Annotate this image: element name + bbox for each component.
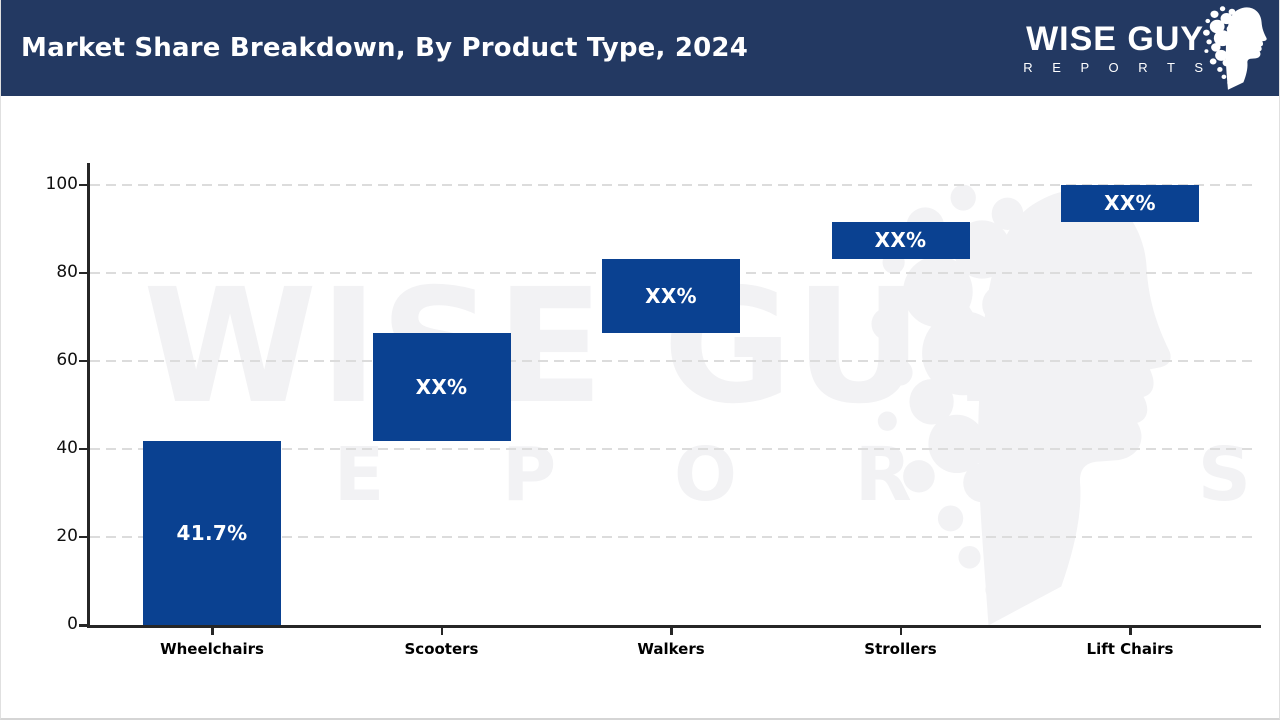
y-tick-label: 40 — [56, 437, 78, 458]
y-tick-label: 100 — [45, 173, 78, 194]
y-tick — [79, 447, 88, 451]
x-tick — [899, 628, 902, 635]
gridline — [90, 535, 1258, 538]
y-tick — [79, 183, 88, 186]
bar-value-label: XX% — [874, 228, 927, 252]
brand-subname: R E P O R T S — [1023, 59, 1211, 75]
y-tick — [79, 535, 88, 539]
gridline — [90, 447, 1258, 450]
gridline — [90, 359, 1258, 362]
x-category-label: Walkers — [637, 640, 705, 658]
bar-walkers: XX% — [602, 258, 740, 333]
bar-value-label: XX% — [415, 374, 468, 399]
x-tick — [1129, 628, 1132, 635]
x-axis — [87, 625, 1261, 628]
brand-name: WISE GUY — [1026, 19, 1205, 58]
x-category-label: Wheelchairs — [160, 640, 264, 658]
x-tick — [440, 628, 443, 635]
y-tick — [79, 271, 88, 275]
y-tick-label: 60 — [56, 349, 78, 370]
bar-value-label: XX% — [645, 283, 697, 308]
y-tick-label: 80 — [56, 261, 78, 282]
bar-scooters: XX% — [372, 332, 511, 442]
y-axis — [87, 163, 90, 628]
x-tick — [211, 628, 214, 635]
bar-value-label: XX% — [1104, 191, 1156, 215]
x-category-label: Scooters — [404, 640, 479, 658]
y-tick — [79, 624, 88, 627]
bar-strollers: XX% — [831, 221, 970, 259]
y-tick-label: 0 — [67, 614, 78, 634]
brand-logo: WISE GUY R E P O R T S — [1019, 0, 1271, 96]
brand-head-icon — [1203, 6, 1267, 90]
header-bar: Market Share Breakdown, By Product Type,… — [1, 0, 1279, 96]
x-category-label: Lift Chairs — [1086, 640, 1174, 658]
y-tick — [79, 359, 88, 363]
brand-logo-text: WISE GUY R E P O R T S — [1019, 22, 1211, 75]
bar-lift-chairs: XX% — [1061, 184, 1199, 222]
watermark-wiseguy-text: WISE GUY — [143, 255, 1042, 439]
y-tick-label: 20 — [56, 525, 78, 546]
watermark-head-icon — [871, 184, 1171, 626]
page-title: Market Share Breakdown, By Product Type,… — [21, 33, 748, 63]
bar-wheelchairs: 41.7% — [143, 441, 281, 625]
bar-value-label: 41.7% — [176, 521, 248, 546]
x-category-label: Strollers — [864, 640, 937, 658]
gridline — [90, 183, 1258, 186]
x-tick — [670, 628, 673, 635]
